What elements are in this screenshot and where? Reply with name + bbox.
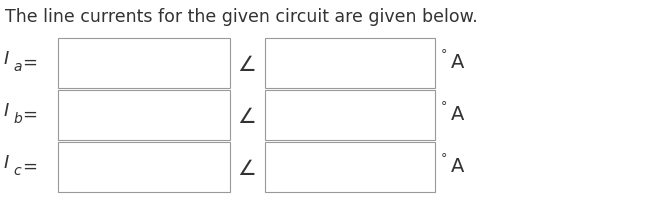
- Text: A: A: [451, 157, 464, 177]
- Bar: [58, 142, 230, 192]
- Text: I: I: [4, 50, 9, 68]
- Text: =: =: [22, 158, 37, 176]
- Text: A: A: [451, 53, 464, 73]
- Bar: [265, 90, 435, 140]
- Bar: [265, 38, 435, 88]
- Text: =: =: [22, 106, 37, 124]
- Text: I: I: [4, 154, 9, 172]
- Bar: [58, 38, 230, 88]
- Text: ∠: ∠: [237, 159, 256, 179]
- Text: °: °: [441, 152, 448, 166]
- Text: The line currents for the given circuit are given below.: The line currents for the given circuit …: [5, 8, 478, 26]
- Text: A: A: [451, 105, 464, 125]
- Text: c: c: [13, 164, 21, 178]
- Text: °: °: [441, 100, 448, 114]
- Bar: [265, 142, 435, 192]
- Text: ∠: ∠: [237, 55, 256, 75]
- Text: ∠: ∠: [237, 107, 256, 127]
- Text: I: I: [4, 102, 9, 120]
- Text: a: a: [13, 60, 21, 74]
- Text: °: °: [441, 48, 448, 62]
- Bar: [58, 90, 230, 140]
- Text: b: b: [13, 112, 22, 126]
- Text: =: =: [22, 54, 37, 72]
